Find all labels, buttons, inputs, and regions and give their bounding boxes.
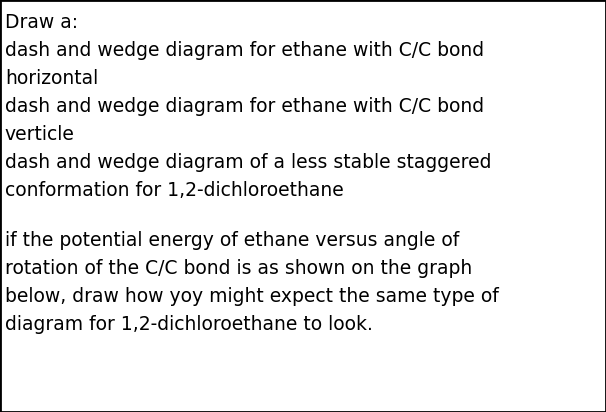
Text: below, draw how yoy might expect the same type of: below, draw how yoy might expect the sam… bbox=[5, 287, 499, 306]
Text: conformation for 1,2-dichloroethane: conformation for 1,2-dichloroethane bbox=[5, 181, 344, 200]
Text: diagram for 1,2-dichloroethane to look.: diagram for 1,2-dichloroethane to look. bbox=[5, 315, 373, 334]
Text: verticle: verticle bbox=[5, 125, 75, 144]
Text: rotation of the C/C bond is as shown on the graph: rotation of the C/C bond is as shown on … bbox=[5, 259, 472, 278]
Text: dash and wedge diagram for ethane with C/C bond: dash and wedge diagram for ethane with C… bbox=[5, 97, 484, 116]
Text: dash and wedge diagram of a less stable staggered: dash and wedge diagram of a less stable … bbox=[5, 153, 491, 172]
Text: if the potential energy of ethane versus angle of: if the potential energy of ethane versus… bbox=[5, 231, 459, 250]
Text: dash and wedge diagram for ethane with C/C bond: dash and wedge diagram for ethane with C… bbox=[5, 41, 484, 60]
Text: Draw a:: Draw a: bbox=[5, 13, 78, 32]
Text: horizontal: horizontal bbox=[5, 69, 98, 88]
